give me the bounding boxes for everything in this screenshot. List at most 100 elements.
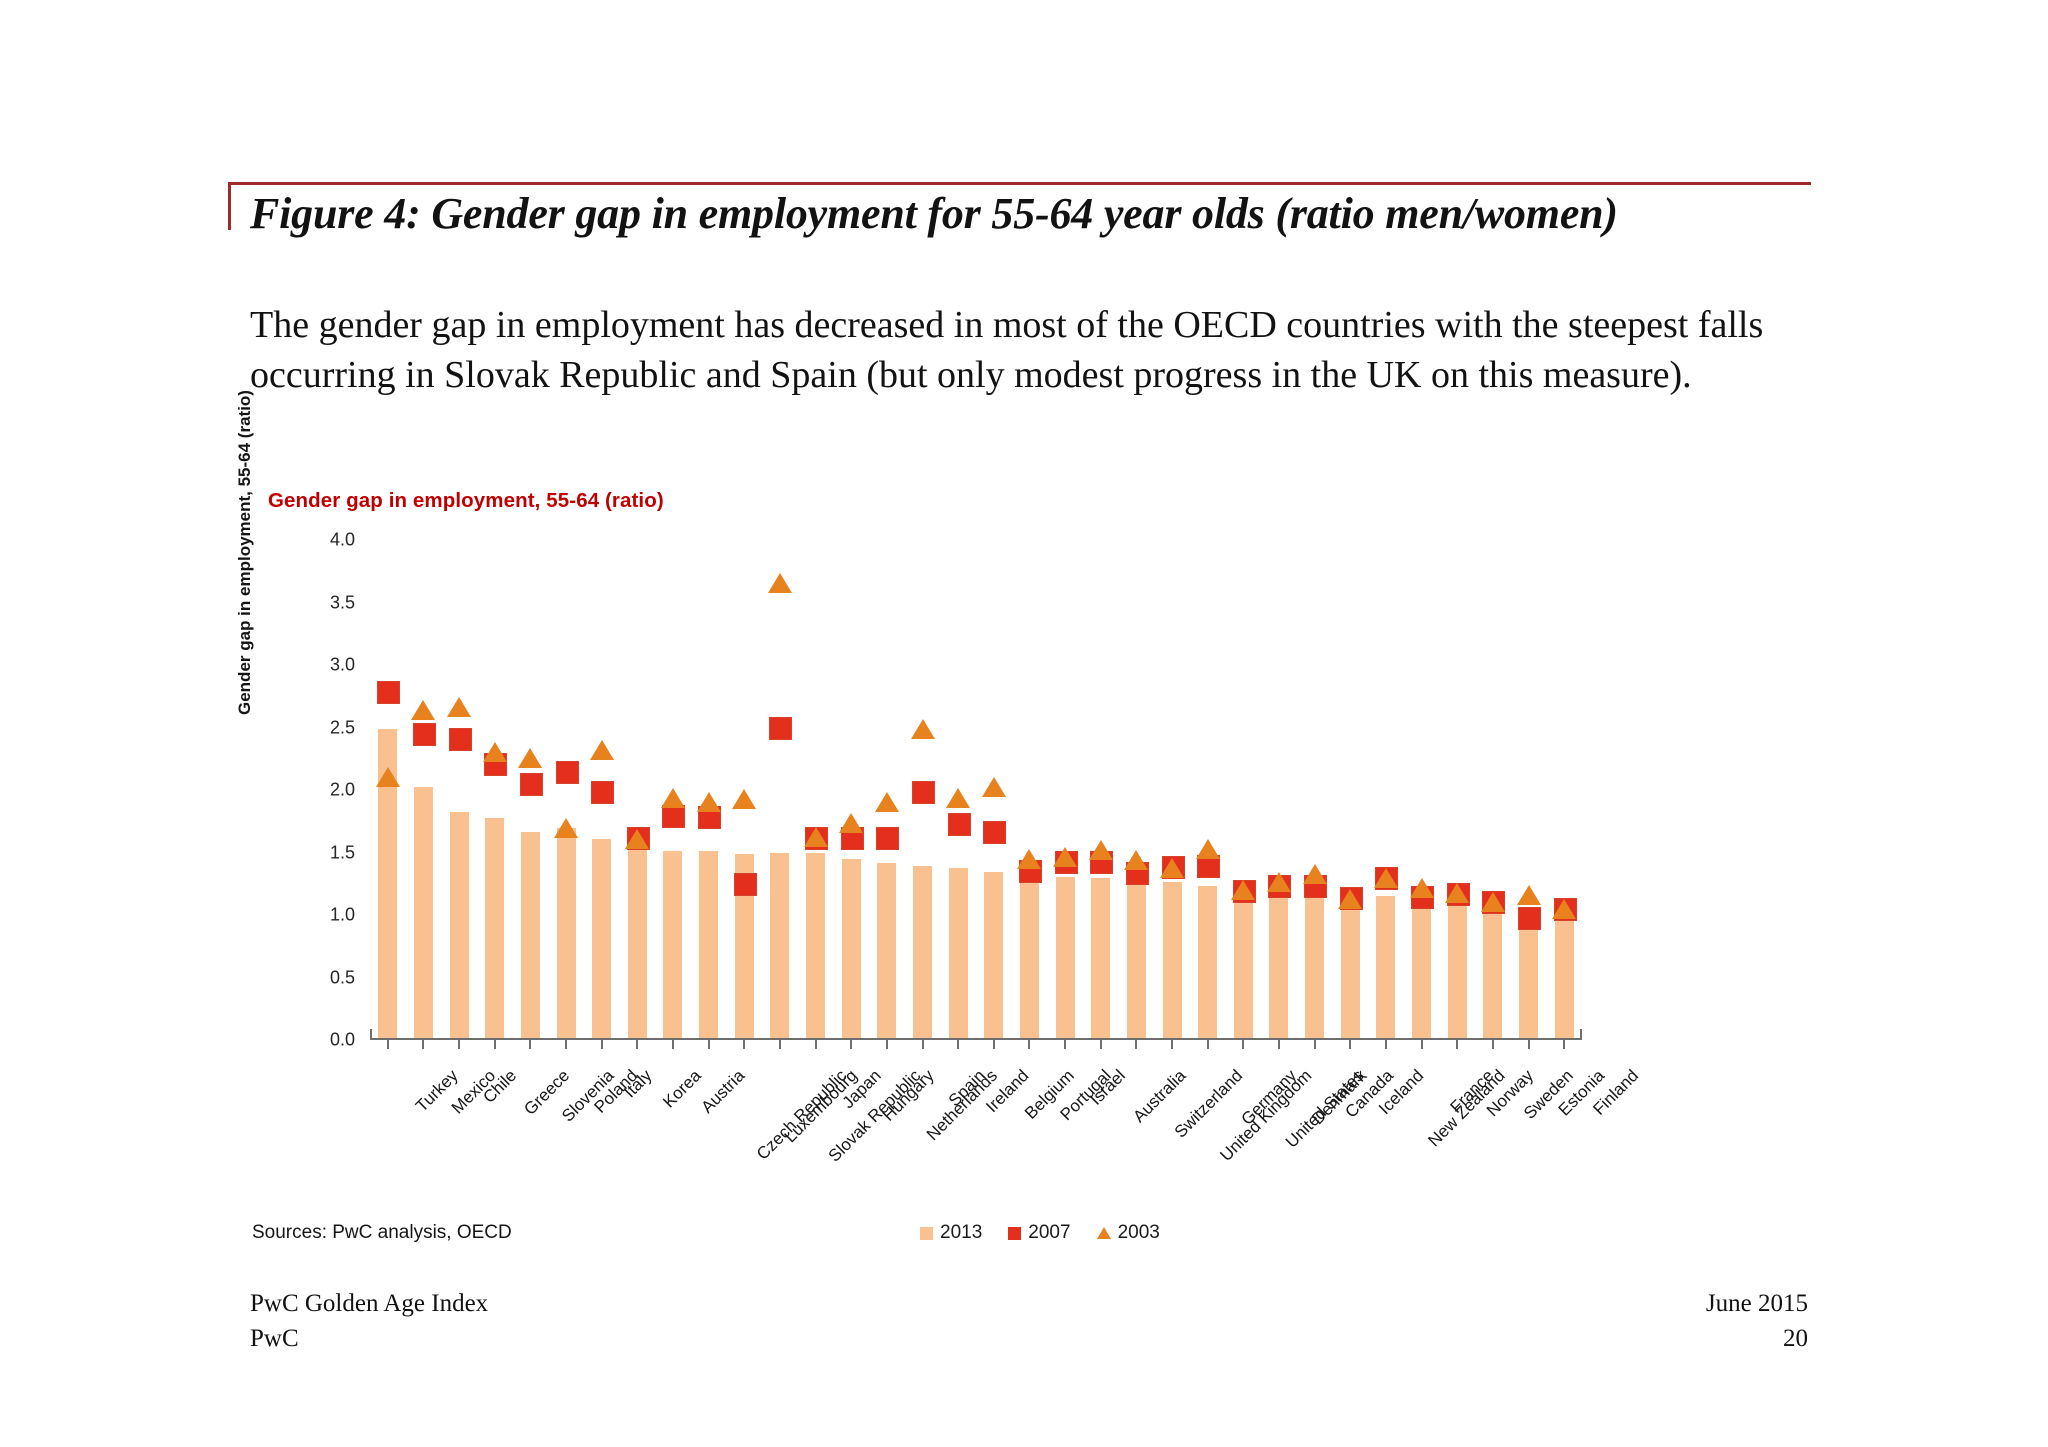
x-axis-tick (1456, 1040, 1459, 1049)
marker-2007 (912, 780, 936, 804)
marker-2003 (482, 741, 507, 762)
bar-2013 (699, 850, 719, 1038)
marker-2007 (733, 873, 757, 897)
chart-column (1546, 540, 1582, 1049)
chart-column (1190, 540, 1226, 1049)
x-axis-tick (422, 1040, 425, 1049)
marker-2007 (412, 723, 436, 747)
marker-2003 (518, 747, 543, 768)
x-axis-tick (493, 1040, 496, 1049)
marker-2003 (554, 817, 579, 838)
bar-2013 (1269, 886, 1289, 1038)
bar-2013 (520, 831, 540, 1038)
chart-column (1368, 540, 1404, 1049)
marker-2003 (1088, 840, 1113, 861)
y-axis-ticks: 0.0 0.5 1.0 1.5 2.0 2.5 3.0 3.5 4.0 (255, 530, 355, 1050)
bar-2013 (413, 786, 433, 1038)
bar-2013 (1091, 878, 1111, 1038)
marker-2003 (1552, 899, 1577, 919)
marker-2003 (1266, 871, 1291, 892)
x-axis-tick (1171, 1040, 1174, 1049)
marker-2003 (447, 696, 472, 717)
chart-column (477, 540, 513, 1049)
title-rule-vertical (228, 182, 231, 230)
page-title: Figure 4: Gender gap in employment for 5… (250, 189, 1618, 238)
x-axis-tick (1242, 1040, 1245, 1049)
title-rule-horizontal (228, 182, 1811, 185)
bar-2013 (1376, 895, 1396, 1038)
x-axis-tick (778, 1040, 781, 1049)
marker-2003 (946, 787, 971, 808)
chart-column (762, 540, 798, 1049)
chart-column (726, 540, 762, 1049)
bar-2013 (1412, 900, 1432, 1038)
chart-legend: 2013 2007 2003 (920, 1222, 1160, 1244)
x-axis-tick (921, 1040, 924, 1049)
bar-2013 (485, 818, 505, 1038)
marker-2007 (555, 760, 579, 784)
bar-2013 (877, 863, 897, 1038)
y-axis-tick-label: 2.5 (329, 717, 355, 737)
marker-2003 (411, 700, 436, 721)
marker-2003 (1053, 846, 1078, 867)
chart-column (1154, 540, 1190, 1049)
bar-2013 (913, 865, 933, 1038)
page-body-text: The gender gap in employment has decreas… (250, 304, 1764, 397)
x-axis-tick (565, 1040, 568, 1049)
x-axis-tick (386, 1040, 389, 1049)
marker-2003 (1160, 857, 1185, 878)
x-axis-tick (1349, 1040, 1352, 1049)
marker-2007 (448, 728, 472, 752)
marker-2007 (519, 773, 543, 797)
x-axis-tick (1135, 1040, 1138, 1049)
y-axis-tick-label: 4.0 (329, 529, 355, 550)
bar-2013 (592, 839, 612, 1038)
legend-label: 2007 (1028, 1222, 1071, 1243)
marker-2003 (1231, 880, 1256, 901)
marker-2007 (876, 827, 900, 850)
chart-column (1475, 540, 1511, 1049)
chart-column (655, 540, 691, 1049)
legend-label: 2013 (940, 1222, 983, 1243)
legend-label: 2003 (1117, 1222, 1160, 1243)
footer-page-number: 20 (1783, 1325, 1808, 1352)
bar-2013 (1554, 916, 1574, 1038)
chart: Gender gap in employment, 55-64 (ratio) … (235, 390, 1855, 1166)
bar-2013 (663, 850, 683, 1038)
marker-2003 (803, 826, 828, 847)
chart-column (1439, 540, 1475, 1049)
chart-column (513, 540, 549, 1049)
chart-column (406, 540, 442, 1049)
x-axis-tick (1064, 1040, 1067, 1049)
bar-2013 (449, 811, 469, 1038)
x-axis-tick (600, 1040, 603, 1049)
chart-column (548, 540, 584, 1049)
bar-2013 (806, 853, 826, 1038)
marker-2003 (910, 719, 935, 739)
legend-item[interactable]: 2007 (1008, 1222, 1071, 1244)
bar-2013 (1519, 918, 1539, 1038)
x-axis-tick (743, 1040, 746, 1049)
chart-column (976, 540, 1012, 1049)
x-axis-tick (458, 1040, 461, 1049)
legend-item[interactable]: 2013 (920, 1222, 982, 1244)
x-axis-line (370, 1038, 1582, 1040)
x-axis-tick (885, 1040, 888, 1049)
marker-2003 (981, 776, 1006, 797)
bar-2013 (734, 854, 754, 1038)
legend-triangle-icon (1096, 1227, 1111, 1239)
bar-2013 (1126, 875, 1146, 1038)
x-axis-tick (1527, 1040, 1530, 1049)
marker-2003 (1195, 839, 1220, 859)
marker-2003 (589, 740, 614, 761)
y-axis-tick-label: 1.0 (329, 904, 355, 925)
bar-2013 (1340, 899, 1360, 1038)
marker-2003 (1338, 889, 1363, 909)
footer-date: June 2015 (1705, 1290, 1808, 1317)
bar-2013 (1483, 905, 1503, 1038)
x-axis-tick (957, 1040, 960, 1049)
chart-column (1047, 540, 1083, 1049)
x-axis-cap-right (1580, 1029, 1582, 1040)
legend-item[interactable]: 2003 (1096, 1222, 1160, 1244)
marker-2003 (660, 787, 685, 808)
